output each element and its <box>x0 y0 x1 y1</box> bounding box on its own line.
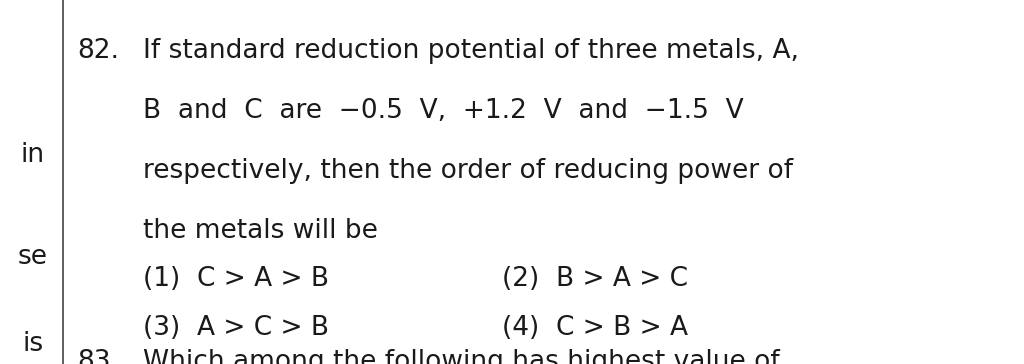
Text: Which among the following has highest value of: Which among the following has highest va… <box>143 349 780 364</box>
Text: se: se <box>17 244 48 270</box>
Text: in: in <box>20 142 45 168</box>
Text: B  and  C  are  −0.5  V,  +1.2  V  and  −1.5  V: B and C are −0.5 V, +1.2 V and −1.5 V <box>143 98 744 124</box>
Text: (1)  C > A > B: (1) C > A > B <box>143 266 330 292</box>
Text: (2)  B > A > C: (2) B > A > C <box>502 266 688 292</box>
Text: is: is <box>23 331 43 357</box>
Text: the metals will be: the metals will be <box>143 218 378 244</box>
Text: 83.: 83. <box>77 349 119 364</box>
Text: (3)  A > C > B: (3) A > C > B <box>143 315 330 341</box>
Text: 82.: 82. <box>77 38 119 64</box>
Text: (4)  C > B > A: (4) C > B > A <box>502 315 688 341</box>
Text: If standard reduction potential of three metals, A,: If standard reduction potential of three… <box>143 38 800 64</box>
Text: respectively, then the order of reducing power of: respectively, then the order of reducing… <box>143 158 794 184</box>
